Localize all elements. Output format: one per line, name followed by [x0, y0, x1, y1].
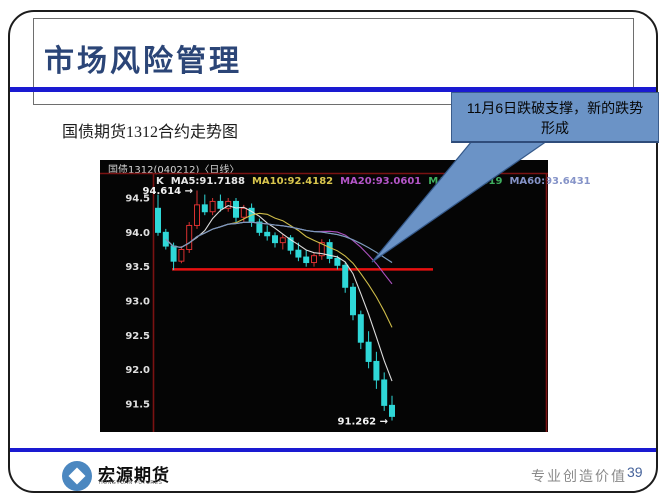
title-divider-line: [10, 87, 656, 92]
footer-divider-line: [10, 448, 656, 452]
svg-text:93.0: 93.0: [125, 297, 150, 308]
callout-text: 11月6日跌破支撑，新的跌势形成: [466, 100, 644, 137]
svg-text:92.5: 92.5: [125, 331, 150, 342]
svg-text:94.0: 94.0: [125, 228, 150, 239]
legend-item: K: [156, 176, 164, 187]
page-title: 市场风险管理: [44, 45, 242, 78]
svg-text:91.262 →: 91.262 →: [338, 416, 388, 427]
svg-text:91.5: 91.5: [125, 400, 150, 411]
callout-box: 11月6日跌破支撑，新的跌势形成: [451, 92, 659, 143]
legend-item: MA10:92.4182: [251, 176, 334, 187]
kline-plot: 94.5 94.0 93.5 93.0 92.5 92.0 91.5 94.614 → 91.2…: [100, 172, 548, 432]
kline-chart-panel: 国债1312(040212)〈日线〉 K MA5:91.7188 MA10:92.4…: [100, 160, 591, 432]
chart-caption: 国债期货1312合约走势图: [62, 124, 239, 141]
page-number: 39: [627, 464, 643, 480]
legend-item: MA60:93.6431: [509, 176, 591, 187]
footer-slogan: 专业创造价值: [531, 468, 627, 484]
svg-text:92.0: 92.0: [125, 365, 150, 376]
legend-item: MA5:91.7188: [170, 176, 245, 187]
svg-text:94.614 →: 94.614 →: [143, 186, 193, 197]
brand-name-cn: 宏源期货: [98, 466, 170, 485]
svg-text:94.5: 94.5: [125, 194, 150, 205]
svg-text:93.5: 93.5: [125, 262, 150, 273]
kline-chart-title: 国债1312(040212)〈日线〉: [108, 165, 240, 176]
brand-name-en: HONGYUAN FUTURES: [99, 480, 163, 486]
